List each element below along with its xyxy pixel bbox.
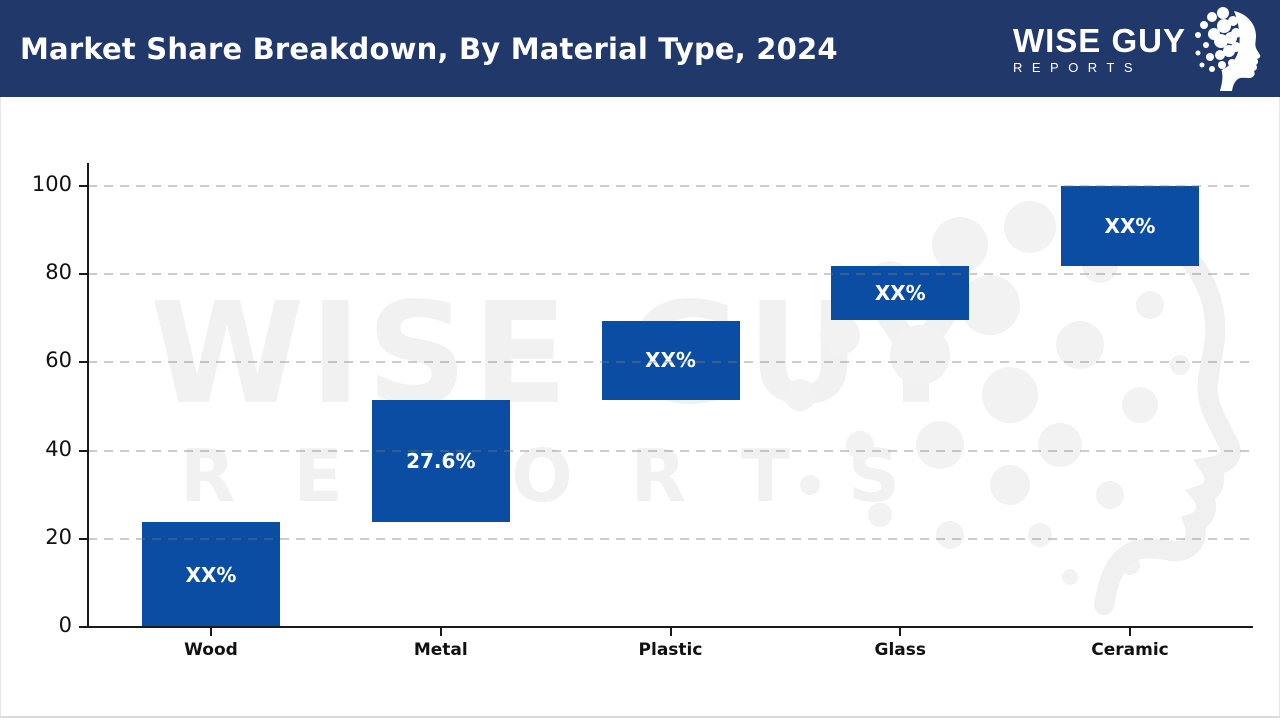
x-tick-ceramic [1129,628,1131,636]
logo-head-icon [1195,6,1261,91]
logo-name-text: WISE GUY [1012,21,1186,59]
watermark-text-primary: WISE GUY [150,273,972,436]
y-tick-20 [79,537,88,540]
logo-reports-text: REPORTS [1012,59,1143,75]
y-tick-label-40: 40 [45,436,72,461]
bar-value-label-glass: XX% [874,281,926,306]
gridline-20 [88,537,1252,540]
watermark-text-secondary: REPORTS [180,434,958,518]
x-category-label-glass: Glass [874,640,927,660]
y-tick-label-100: 100 [31,172,72,196]
y-tick-label-80: 80 [45,260,72,285]
x-tick-wood [210,628,212,636]
gridline-40 [88,449,1252,452]
y-axis-line [87,163,89,628]
x-tick-glass [899,628,902,636]
x-axis-line [87,626,1253,628]
x-category-label-metal: Metal [413,640,468,660]
y-tick-label-0: 0 [58,613,72,637]
bar-plastic: XX% [601,320,740,401]
header-bar: Market Share Breakdown, By Material Type… [0,0,1280,97]
x-category-label-plastic: Plastic [638,640,703,660]
brand-logo: WISE GUY REPORTS [1013,6,1262,91]
bar-glass: XX% [831,266,970,321]
gridline-80 [88,273,1252,276]
x-category-label-ceramic: Ceramic [1091,640,1169,660]
chart-title: Market Share Breakdown, By Material Type… [20,31,838,66]
bar-value-label-wood: XX% [185,562,237,587]
left-edge-line [0,97,1,717]
gridline-100 [88,185,1252,187]
bar-wood: XX% [142,522,280,627]
y-tick-100 [79,185,88,187]
bar-value-label-metal: 27.6% [406,449,476,474]
bottom-divider [0,716,1280,718]
y-tick-0 [79,626,88,628]
bar-metal: 27.6% [371,400,510,522]
x-category-label-wood: Wood [184,640,238,660]
gridline-60 [88,361,1252,364]
y-tick-40 [79,449,88,452]
y-tick-label-60: 60 [45,348,72,373]
y-tick-60 [79,361,88,364]
bar-value-label-plastic: XX% [645,348,696,373]
logo-wordmark: WISE GUY REPORTS [1013,24,1186,74]
x-tick-plastic [669,628,672,636]
y-tick-80 [79,273,88,276]
bar-value-label-ceramic: XX% [1104,214,1156,239]
x-tick-metal [439,628,442,636]
y-tick-label-20: 20 [45,524,72,549]
bar-ceramic: XX% [1061,186,1199,267]
